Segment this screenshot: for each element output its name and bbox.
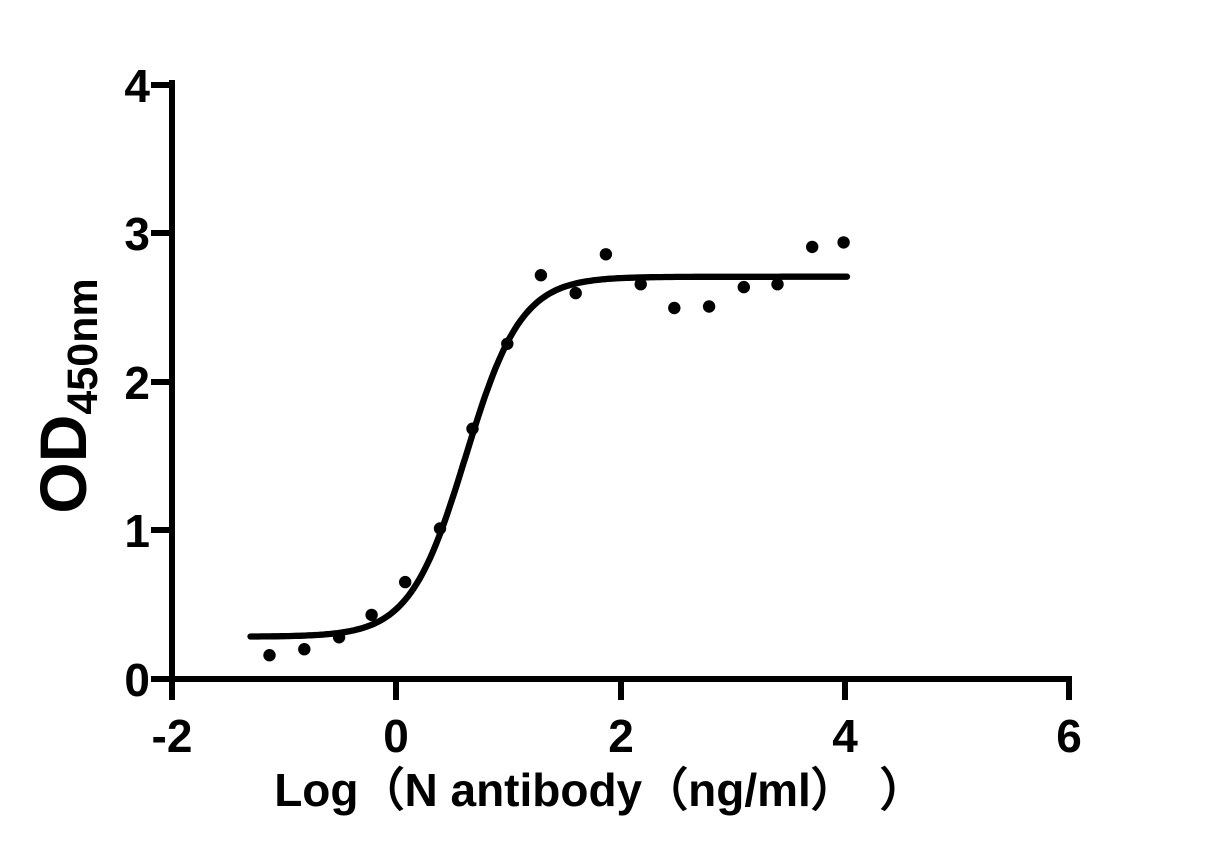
svg-text:OD450nm: OD450nm xyxy=(26,278,107,513)
svg-text:-2: -2 xyxy=(152,710,193,762)
svg-text:1: 1 xyxy=(124,505,150,557)
svg-text:2: 2 xyxy=(608,710,634,762)
svg-text:3: 3 xyxy=(124,208,150,260)
svg-text:Log（N antibody（ng/ml） ）: Log（N antibody（ng/ml） ） xyxy=(274,764,926,816)
svg-text:4: 4 xyxy=(832,710,858,762)
svg-text:2: 2 xyxy=(124,357,150,409)
svg-text:4: 4 xyxy=(124,60,150,112)
svg-text:6: 6 xyxy=(1056,710,1082,762)
svg-text:0: 0 xyxy=(124,654,150,706)
svg-text:0: 0 xyxy=(383,710,409,762)
